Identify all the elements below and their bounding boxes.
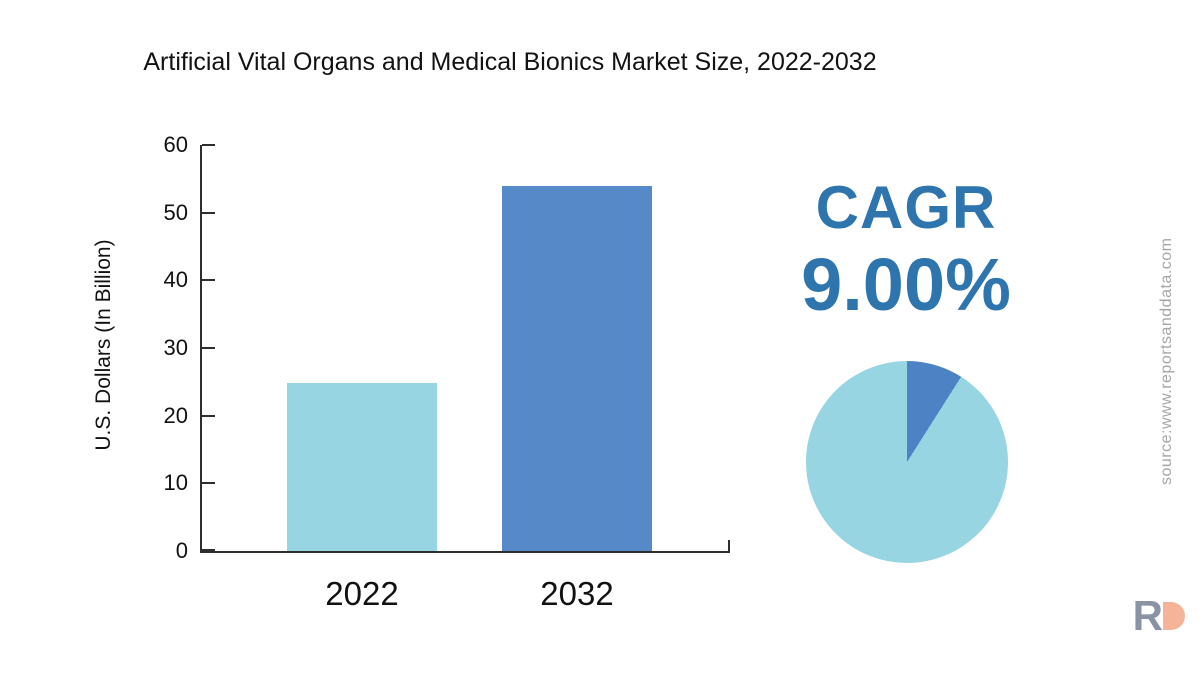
y-axis-tick-label: 20 xyxy=(163,403,188,428)
cagr-annotation: CAGR 9.00% xyxy=(801,178,1011,322)
bar-chart-plot-area: 0 10 20 30 40 50 60 2022 2032 xyxy=(164,133,730,612)
y-axis-tick-label: 10 xyxy=(163,470,188,495)
chart-title: Artificial Vital Organs and Medical Bion… xyxy=(143,48,877,76)
x-axis-end-tick xyxy=(728,540,730,551)
cagr-label: CAGR xyxy=(815,174,997,241)
y-axis-label: U.S. Dollars (In Billion) xyxy=(92,239,115,451)
y-axis-tick xyxy=(202,144,215,146)
y-axis-tick xyxy=(202,549,215,551)
y-axis-tick-label: 0 xyxy=(175,538,188,563)
x-axis-label-2022: 2022 xyxy=(325,575,399,612)
y-axis-tick xyxy=(202,415,215,417)
y-axis-tick xyxy=(202,279,215,281)
bar-2022 xyxy=(287,383,437,551)
logo-d-shape-icon xyxy=(1163,602,1185,630)
cagr-pie-chart xyxy=(806,361,1008,563)
y-axis-tick-label: 30 xyxy=(163,335,188,360)
y-axis-tick xyxy=(202,482,215,484)
y-axis-tick-label: 40 xyxy=(163,267,188,292)
y-axis-tick-label: 50 xyxy=(163,200,188,225)
x-axis-label-2032: 2032 xyxy=(540,575,614,612)
y-axis-tick xyxy=(202,347,215,349)
logo-letter-r: R xyxy=(1132,592,1163,639)
source-note: source:www.reportsanddata.com xyxy=(1158,237,1175,486)
reports-and-data-logo: R xyxy=(1132,592,1185,639)
y-axis-tick xyxy=(202,212,215,214)
bar-2032 xyxy=(502,186,652,551)
cagr-value: 9.00% xyxy=(801,243,1011,326)
y-axis-tick-label: 60 xyxy=(163,132,188,157)
